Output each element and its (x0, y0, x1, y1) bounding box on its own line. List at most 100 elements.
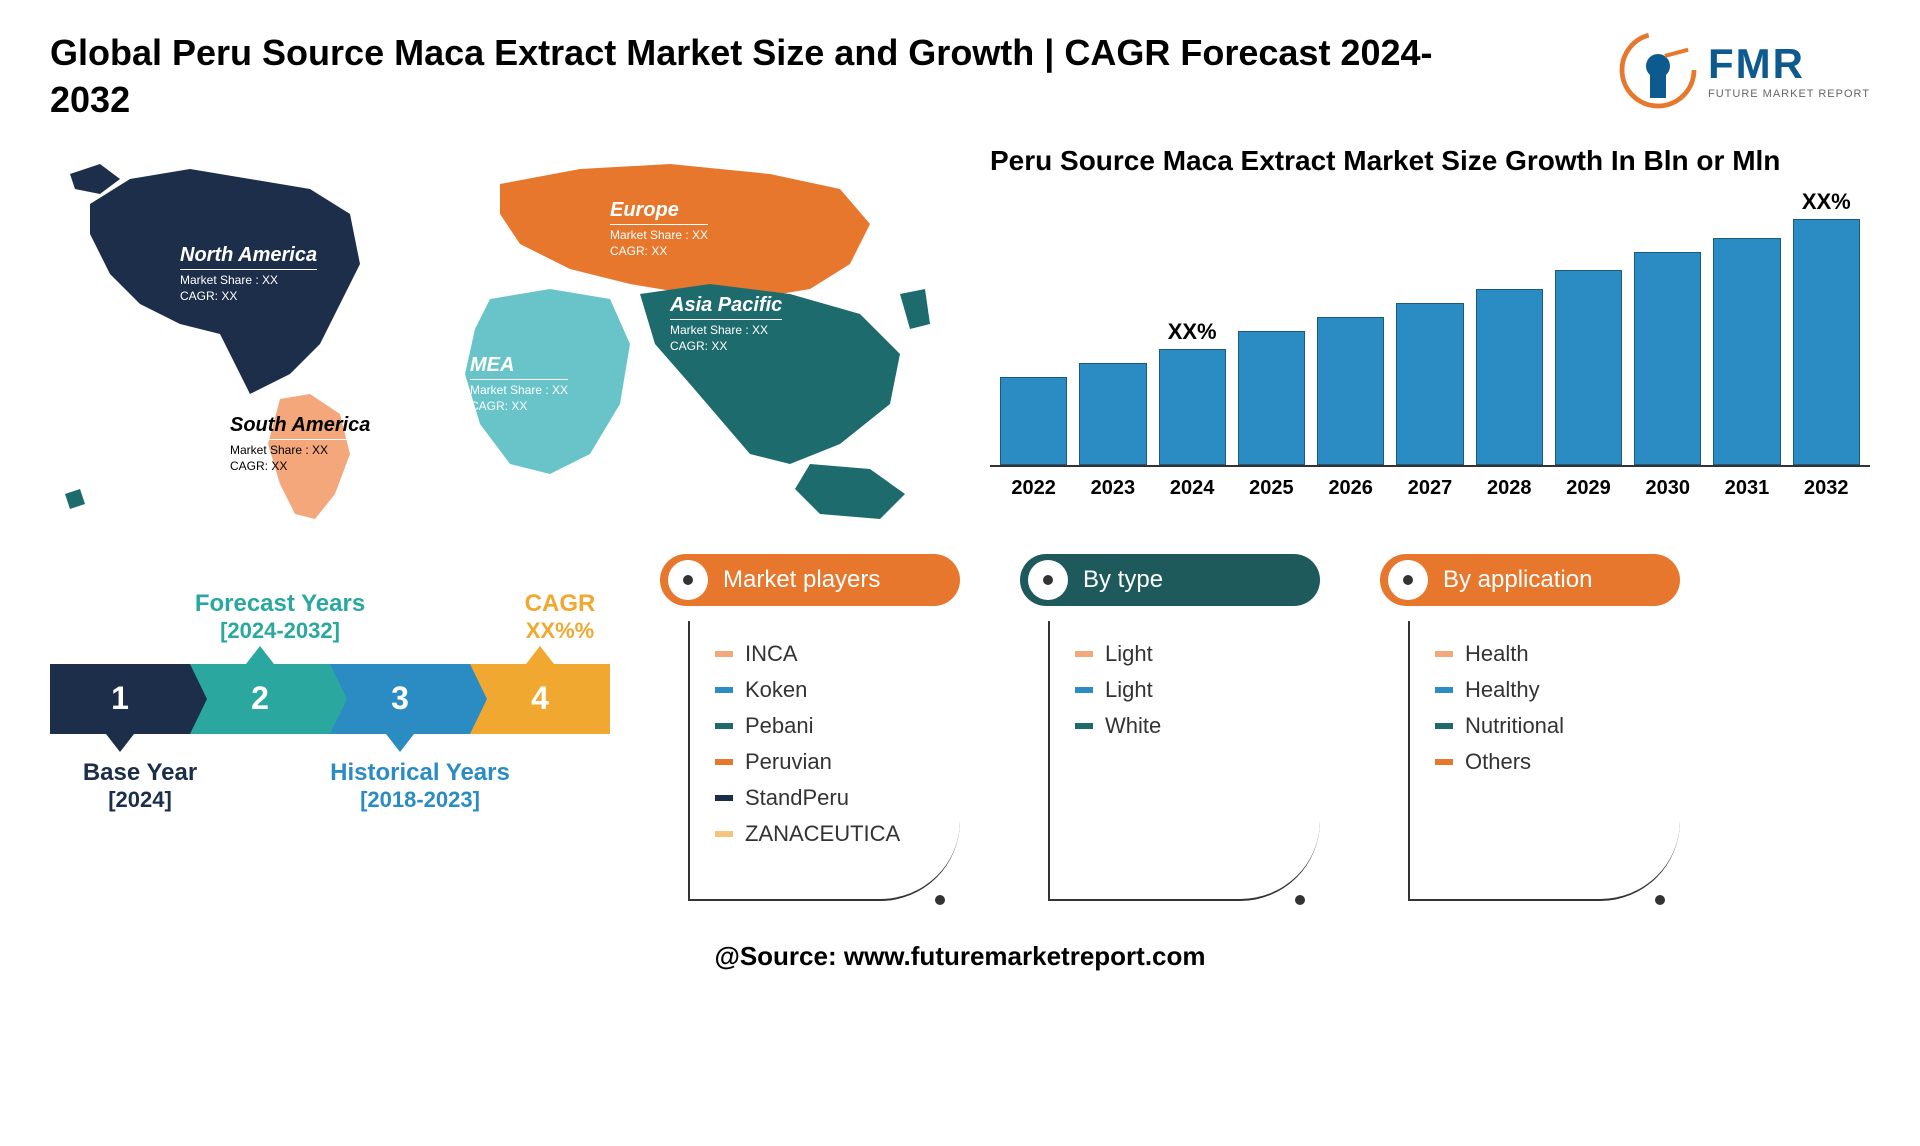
bar-year-label: 2025 (1249, 477, 1294, 500)
region-share: Market Share : XX (610, 227, 708, 244)
bar-annotation: XX% (1802, 189, 1851, 215)
bar-group: 2030 (1634, 252, 1701, 466)
region-cagr: CAGR: XX (470, 398, 568, 415)
category-item-text: White (1105, 713, 1161, 739)
category-title: By type (1083, 566, 1163, 594)
bar-year-label: 2030 (1646, 477, 1691, 500)
timeline-label: CAGR XX%% (470, 590, 650, 644)
categories: Market players INCA Koken Pebani Peruvia… (660, 554, 1680, 901)
timeline-label: Base Year [2024] (50, 759, 230, 813)
category-item-text: Healthy (1465, 677, 1540, 703)
category-item: Light (1075, 677, 1300, 703)
region-name: North America (180, 244, 317, 270)
category-item-text: INCA (745, 641, 798, 667)
logo: FMR FUTURE MARKET REPORT (1618, 30, 1870, 110)
logo-text-main: FMR (1708, 40, 1870, 88)
category-item: Light (1075, 641, 1300, 667)
category-item-text: Nutritional (1465, 713, 1564, 739)
bullet-icon (1435, 723, 1453, 729)
source-attribution: @Source: www.futuremarketreport.com (50, 941, 1870, 972)
bar-group: 2023 (1079, 363, 1146, 465)
triangle-up-icon (246, 646, 274, 664)
region-label-na: North America Market Share : XX CAGR: XX (180, 244, 317, 306)
region-name: South America (230, 414, 370, 440)
timeline-label-sub: [2024] (50, 787, 230, 813)
timeline-label-sub: XX%% (470, 618, 650, 644)
bar-group: 2029 (1555, 270, 1622, 465)
category-item: StandPeru (715, 785, 940, 811)
category-item-text: Others (1465, 749, 1531, 775)
timeline-segment: 4 (470, 664, 610, 734)
category-item: INCA (715, 641, 940, 667)
category-item: Pebani (715, 713, 940, 739)
bar-group: 2022 (1000, 377, 1067, 465)
region-label-eu: Europe Market Share : XX CAGR: XX (610, 199, 708, 261)
triangle-down-icon (386, 734, 414, 752)
bullet-icon (715, 687, 733, 693)
region-label-ap: Asia Pacific Market Share : XX CAGR: XX (670, 294, 782, 356)
bullet-icon (1435, 759, 1453, 765)
chart-title: Peru Source Maca Extract Market Size Gro… (990, 144, 1870, 178)
bar-year-label: 2032 (1804, 477, 1849, 500)
region-cagr: CAGR: XX (180, 288, 317, 305)
bar-group: 2027 (1396, 303, 1463, 466)
bar-group: 2025 (1238, 331, 1305, 466)
timeline-label-title: Forecast Years (190, 590, 370, 618)
timeline-segment: 2 (190, 664, 330, 734)
bullet-icon (715, 651, 733, 657)
category-item-text: ZANACEUTICA (745, 821, 900, 847)
bar-year-label: 2029 (1566, 477, 1611, 500)
category-item-text: Health (1465, 641, 1529, 667)
logo-text-sub: FUTURE MARKET REPORT (1708, 88, 1870, 100)
region-cagr: CAGR: XX (230, 458, 370, 475)
bar (1713, 238, 1780, 466)
region-cagr: CAGR: XX (670, 338, 782, 355)
region-share: Market Share : XX (180, 272, 317, 289)
bar-year-label: 2031 (1725, 477, 1770, 500)
category-circle-icon (1388, 560, 1428, 600)
bullet-icon (715, 723, 733, 729)
bar (1396, 303, 1463, 466)
bar-year-label: 2026 (1328, 477, 1373, 500)
timeline-segment: 3 (330, 664, 470, 734)
category-title: Market players (723, 566, 880, 594)
timeline: Forecast Years [2024-2032]CAGR XX%% 1234… (50, 564, 610, 859)
category-circle-icon (1028, 560, 1068, 600)
bar-year-label: 2023 (1091, 477, 1136, 500)
category-header: By application (1380, 554, 1680, 606)
category-body: Light Light White (1048, 621, 1320, 901)
region-label-sa: South America Market Share : XX CAGR: XX (230, 414, 370, 476)
bar (1000, 377, 1067, 465)
bar-annotation: XX% (1168, 319, 1217, 345)
bar (1634, 252, 1701, 466)
bar-chart: 2022 2023XX% 2024 2025 2026 2027 2028 20… (990, 187, 1870, 467)
bullet-icon (1435, 687, 1453, 693)
timeline-label-sub: [2024-2032] (190, 618, 370, 644)
category-item-text: Koken (745, 677, 807, 703)
bullet-icon (715, 795, 733, 801)
category-item: White (1075, 713, 1300, 739)
timeline-label-title: Historical Years (330, 759, 510, 787)
category-item: Peruvian (715, 749, 940, 775)
world-map: North America Market Share : XX CAGR: XX… (50, 144, 950, 524)
category-item-text: Light (1105, 641, 1153, 667)
bar-group: 2031 (1713, 238, 1780, 466)
timeline-segment: 1 (50, 664, 190, 734)
timeline-label: Forecast Years [2024-2032] (190, 590, 370, 644)
category-item: Koken (715, 677, 940, 703)
timeline-label: Historical Years [2018-2023] (330, 759, 510, 813)
header: Global Peru Source Maca Extract Market S… (50, 30, 1870, 124)
bullet-icon (1075, 687, 1093, 693)
category-card: Market players INCA Koken Pebani Peruvia… (660, 554, 960, 901)
bar-group: 2028 (1476, 289, 1543, 465)
page-title: Global Peru Source Maca Extract Market S… (50, 30, 1450, 124)
timeline-label-title: CAGR (470, 590, 650, 618)
timeline-label-title: Base Year (50, 759, 230, 787)
bar-group: XX% 2024 (1159, 349, 1226, 465)
region-share: Market Share : XX (670, 322, 782, 339)
region-name: Asia Pacific (670, 294, 782, 320)
bar (1238, 331, 1305, 466)
bar-year-label: 2022 (1011, 477, 1056, 500)
category-body: Health Healthy Nutritional Others (1408, 621, 1680, 901)
category-item-text: Peruvian (745, 749, 832, 775)
